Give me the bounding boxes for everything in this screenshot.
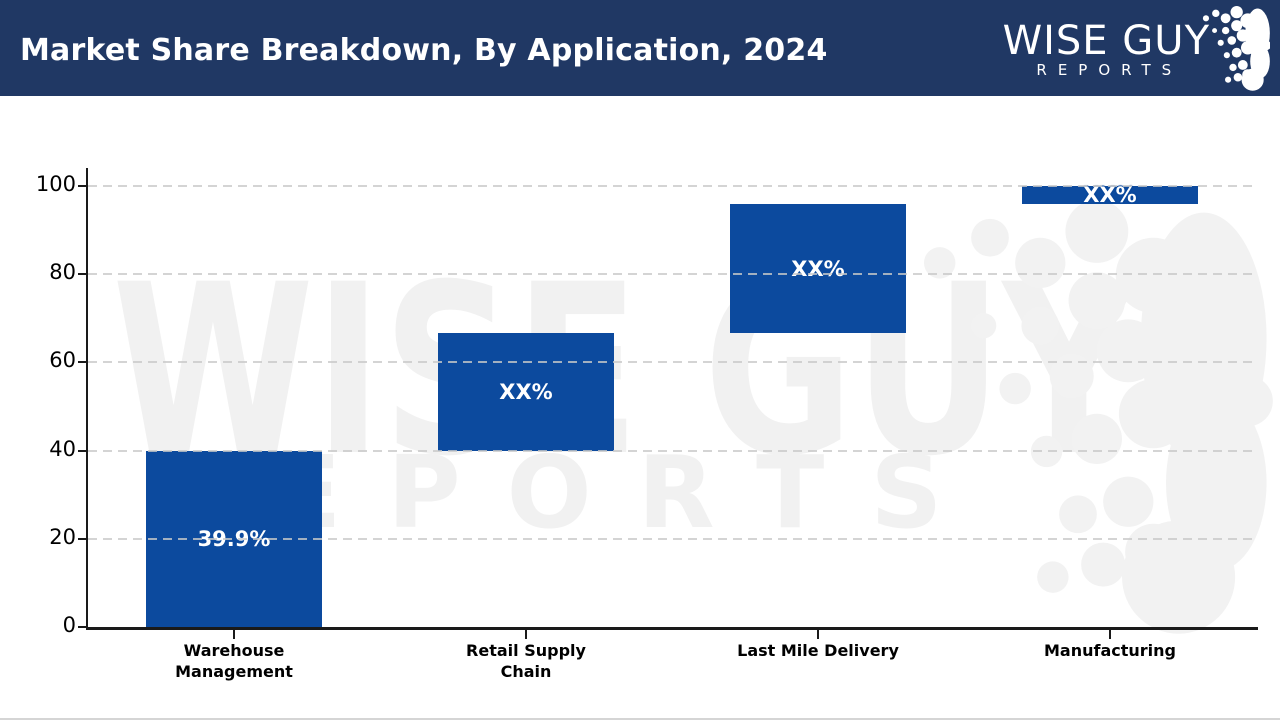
bar-segment-3: XX% (730, 204, 906, 334)
bar-value-label-2: XX% (499, 380, 553, 405)
bar-value-label-4: XX% (1083, 183, 1137, 208)
y-axis-tick-80 (78, 273, 88, 276)
y-axis-tick-label-100: 100 (35, 172, 76, 196)
x-axis-tick-1 (233, 630, 235, 639)
chart-title: Market Share Breakdown, By Application, … (20, 33, 828, 68)
x-axis-tick-3 (817, 630, 819, 639)
watermark-face-dots-graphic (924, 200, 1273, 634)
wise-guy-reports-logo: WISE GUY REPORTS (1003, 6, 1270, 92)
gridline-100 (88, 185, 1256, 187)
header-bar: Market Share Breakdown, By Application, … (0, 0, 1280, 96)
y-axis-tick-label-80: 80 (49, 260, 76, 285)
x-axis-category-label-3: Last Mile Delivery (737, 641, 899, 660)
x-axis-category-label-1: Warehouse Management (175, 641, 293, 681)
bar-segment-4: XX% (1022, 183, 1198, 208)
gridline-40 (88, 449, 1256, 452)
logo-subtitle: REPORTS (1036, 61, 1183, 79)
y-axis-tick-0 (78, 626, 88, 628)
x-axis-category-label-4: Manufacturing (1044, 641, 1176, 660)
gridline-80 (88, 273, 1256, 276)
gridline-20 (88, 537, 1256, 540)
logo-text: WISE GUY REPORTS (1003, 19, 1210, 79)
y-axis-tick-label-20: 20 (49, 524, 76, 549)
y-axis-tick-20 (78, 537, 88, 540)
gridline-60 (88, 361, 1256, 364)
x-axis-tick-4 (1109, 630, 1111, 639)
image-bottom-border (0, 718, 1280, 720)
y-axis-tick-label-60: 60 (49, 348, 76, 373)
y-axis-tick-label-0: 0 (62, 613, 76, 637)
bar-value-label-3: XX% (791, 256, 845, 281)
logo-face-icon (1202, 6, 1270, 91)
bar-segment-2: XX% (438, 333, 614, 452)
y-axis-tick-60 (78, 361, 88, 364)
x-axis-spine (86, 627, 1258, 630)
y-axis-tick-label-40: 40 (49, 436, 76, 461)
y-axis-tick-40 (78, 449, 88, 452)
x-axis-category-label-2: Retail Supply Chain (466, 641, 586, 681)
logo-wordmark: WISE GUY (1002, 18, 1210, 64)
y-axis-spine (86, 168, 88, 630)
x-axis-tick-2 (525, 630, 527, 639)
y-axis-tick-100 (78, 185, 88, 187)
